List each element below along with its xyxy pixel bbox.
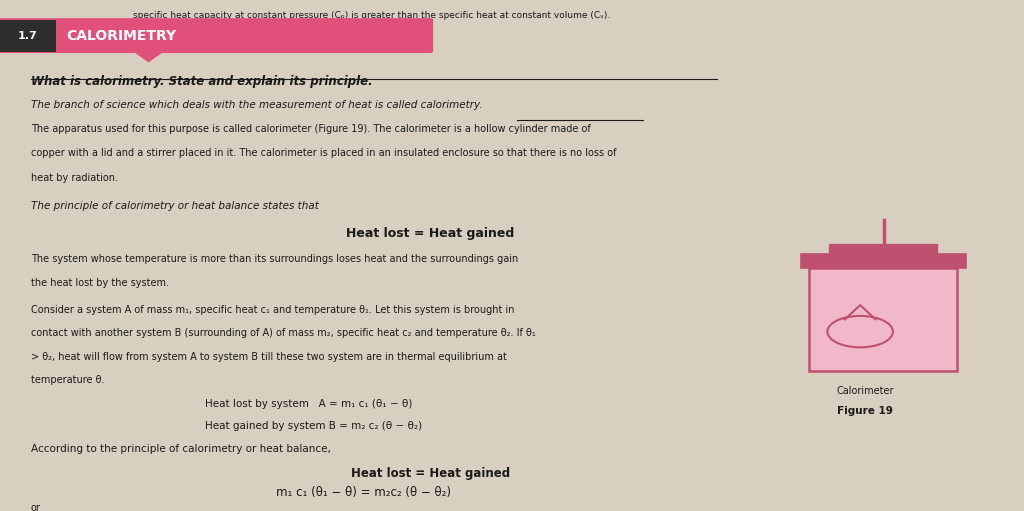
Text: The branch of science which deals with the measurement of heat is called calorim: The branch of science which deals with t…: [31, 100, 482, 110]
FancyBboxPatch shape: [0, 18, 433, 53]
Text: the heat lost by the system.: the heat lost by the system.: [31, 278, 169, 288]
Text: copper with a lid and a stirrer placed in it. The calorimeter is placed in an in: copper with a lid and a stirrer placed i…: [31, 148, 616, 158]
Text: Heat lost = Heat gained: Heat lost = Heat gained: [350, 467, 510, 480]
Text: contact with another system B (surrounding of A) of mass m₂, specific heat c₂ an: contact with another system B (surroundi…: [31, 328, 536, 338]
Text: Figure 19: Figure 19: [838, 406, 893, 416]
Text: According to the principle of calorimetry or heat balance,: According to the principle of calorimetr…: [31, 444, 331, 454]
Text: > θ₂, heat will flow from system A to system B till these two system are in ther: > θ₂, heat will flow from system A to sy…: [31, 352, 507, 362]
Bar: [801, 254, 966, 268]
Text: 1.7: 1.7: [17, 31, 38, 40]
Text: Heat gained by system B = m₂ c₂ (θ − θ₂): Heat gained by system B = m₂ c₂ (θ − θ₂): [205, 422, 422, 431]
Bar: [829, 244, 937, 254]
Text: Heat lost by system   A = m₁ c₁ (θ₁ − θ): Heat lost by system A = m₁ c₁ (θ₁ − θ): [205, 399, 413, 409]
Polygon shape: [133, 52, 164, 62]
Text: The principle of calorimetry or heat balance states that: The principle of calorimetry or heat bal…: [31, 201, 318, 212]
Text: Consider a system A of mass m₁, specific heat c₁ and temperature θ₁. Let this sy: Consider a system A of mass m₁, specific…: [31, 305, 514, 315]
Text: or: or: [31, 503, 41, 511]
Text: Calorimeter: Calorimeter: [837, 386, 894, 396]
Text: What is calorimetry. State and explain its principle.: What is calorimetry. State and explain i…: [31, 75, 373, 88]
Text: Heat lost = Heat gained: Heat lost = Heat gained: [346, 227, 514, 240]
Text: m₁ c₁ (θ₁ − θ) = m₂c₂ (θ − θ₂): m₁ c₁ (θ₁ − θ) = m₂c₂ (θ − θ₂): [276, 486, 452, 499]
Bar: [0, 19, 56, 52]
Text: CALORIMETRY: CALORIMETRY: [67, 29, 177, 42]
Text: heat by radiation.: heat by radiation.: [31, 173, 118, 183]
Text: The system whose temperature is more than its surroundings loses heat and the su: The system whose temperature is more tha…: [31, 254, 518, 264]
Bar: [809, 268, 957, 371]
Text: specific heat capacity at constant pressure (Cₚ) is greater than the specific he: specific heat capacity at constant press…: [133, 11, 610, 20]
Text: temperature θ.: temperature θ.: [31, 375, 104, 385]
Text: The apparatus used for this purpose is called calorimeter (Figure 19). The calor: The apparatus used for this purpose is c…: [31, 124, 591, 134]
